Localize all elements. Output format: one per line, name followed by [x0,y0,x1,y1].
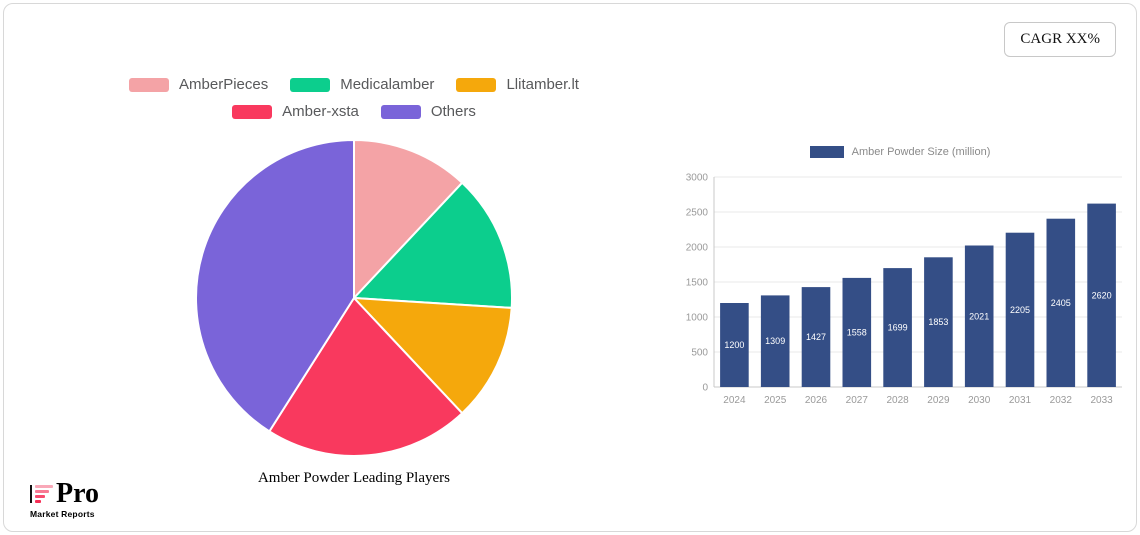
x-tick-label: 2025 [764,395,787,406]
logo-stripe [35,500,41,503]
x-tick-label: 2033 [1090,395,1113,406]
y-tick-label: 3000 [686,173,709,184]
pie-chart [195,139,514,457]
logo-top: Pro [30,480,99,508]
legend-item-llitamber-lt[interactable]: Llitamber.lt [456,76,579,93]
x-tick-label: 2031 [1009,395,1032,406]
bar-2032[interactable] [1046,218,1076,387]
logo-stripe [35,495,45,498]
bar-legend-label: Amber Powder Size (million) [851,146,991,158]
bar-value-label: 1427 [806,332,826,342]
bar-value-label: 1853 [928,317,948,327]
x-tick-label: 2030 [968,395,991,406]
x-tick-label: 2024 [723,395,746,406]
legend-item-medicalamber[interactable]: Medicalamber [290,76,434,93]
bar-value-label: 2620 [1092,290,1112,300]
y-tick-label: 500 [691,348,708,359]
bar-value-label: 1699 [888,323,908,333]
y-tick-label: 1500 [686,278,709,289]
legend-label: Llitamber.lt [506,76,579,93]
y-tick-label: 2000 [686,243,709,254]
bar-legend-item[interactable]: Amber Powder Size (million) [809,144,991,160]
pie-chart-title: Amber Powder Leading Players [257,470,451,486]
pro-market-reports-logo: Pro Market Reports [30,480,99,519]
bar-value-label: 2205 [1010,305,1030,315]
legend-label: AmberPieces [179,76,269,93]
legend-item-amberpieces[interactable]: AmberPieces [129,76,268,93]
x-tick-label: 2027 [846,395,869,406]
legend-item-amber-xsta[interactable]: Amber-xsta [232,103,359,120]
legend-swatch [380,104,421,119]
x-tick-label: 2032 [1050,395,1073,406]
legend-swatch [456,77,497,92]
bar-value-label: 1200 [724,340,744,350]
bar-chart-section: Amber Powder Size (million) 0 500 1000 1500… [668,144,1132,415]
pie-slice-medicalamber[interactable] [353,181,514,309]
y-tick-label: 2500 [686,208,709,219]
pie-slice-amber-xsta[interactable] [268,297,464,457]
bar-chart: 0 500 1000 1500 2000 2500 3000 1200 2024 1309 2025… [686,173,1122,406]
bar-2030[interactable] [964,245,994,388]
y-tick-label: 1000 [686,313,709,324]
cagr-badge: CAGR XX% [1004,22,1116,57]
pie-legend-row: AmberPieces Medicalamber Llitamber.lt [59,76,649,93]
bar-2031[interactable] [1005,232,1035,387]
pie-legend: AmberPieces Medicalamber Llitamber.lt Amber… [59,76,649,120]
bar-2033[interactable] [1087,203,1116,387]
bar-value-label: 1558 [847,328,867,338]
bar-2026[interactable] [801,287,831,387]
y-tick-label: 0 [702,383,708,394]
bar-value-label: 2405 [1051,298,1071,308]
legend-swatch [129,77,170,92]
legend-label: Medicalamber [340,76,435,93]
pie-slice-others[interactable] [195,139,355,433]
bar-2027[interactable] [842,277,872,387]
x-tick-label: 2028 [886,395,909,406]
bar-value-label: 1309 [765,336,785,346]
logo-stripe [35,490,49,493]
pie-legend-row: Amber-xsta Others [59,103,649,120]
bar-2028[interactable] [883,268,912,387]
logo-stripe [35,485,53,488]
legend-label: Others [430,103,476,120]
legend-swatch [290,77,331,92]
x-tick-label: 2029 [927,395,950,406]
logo-name: Pro [56,478,100,509]
report-card: CAGR XX% AmberPieces Medicalamber Llitambe… [3,3,1137,532]
bar-value-label: 2021 [969,311,989,321]
bar-legend-swatch [809,146,844,158]
legend-item-others[interactable]: Others [380,103,476,120]
x-tick-label: 2026 [805,395,828,406]
legend-label: Amber-xsta [282,103,359,120]
bar-2029[interactable] [924,257,953,387]
bar-2025[interactable] [760,295,790,387]
logo-stripes-icon [30,485,53,503]
logo-subtitle: Market Reports [30,509,95,519]
bar-2024[interactable] [720,303,749,387]
pie-chart-section: AmberPieces Medicalamber Llitamber.lt Amber… [59,76,649,487]
pie-slice-llitamber-lt[interactable] [353,297,513,415]
pie-slice-amberpieces[interactable] [353,139,464,299]
legend-swatch [232,104,273,119]
